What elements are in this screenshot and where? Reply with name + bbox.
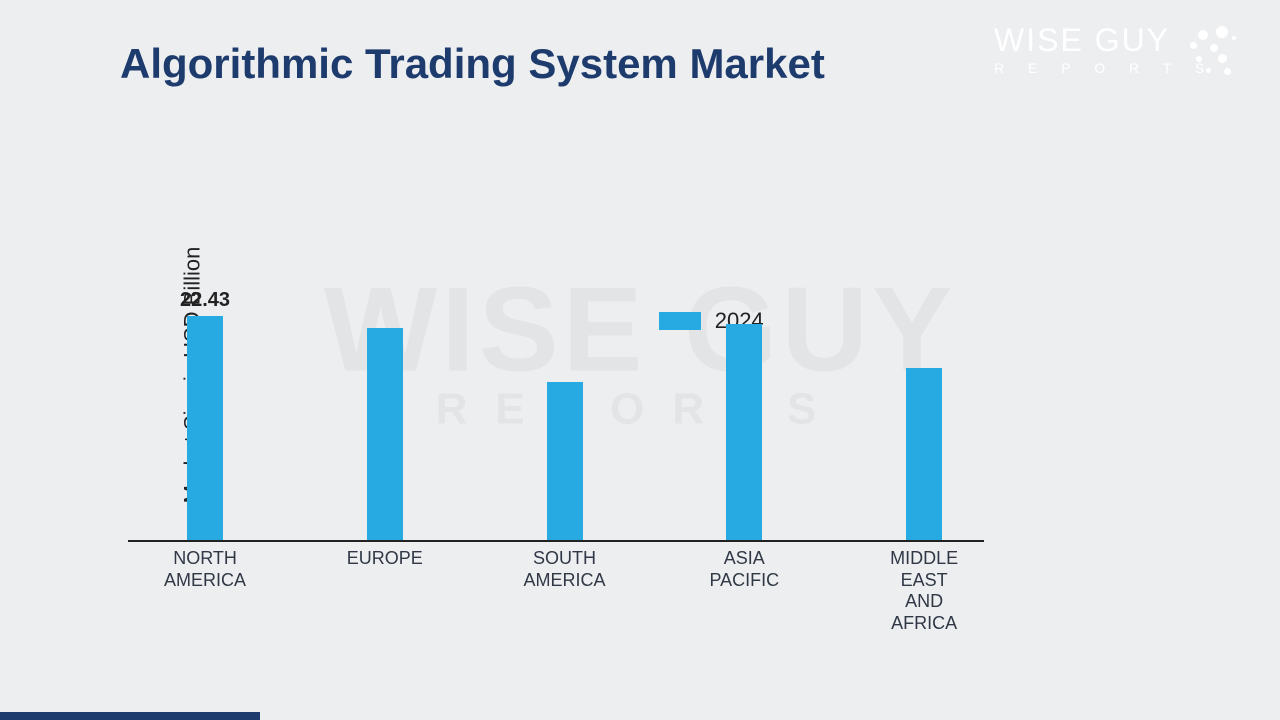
bar-chart: Market Size in USD Billion 2024 22.43NOR… [84, 140, 984, 610]
bar-rect [906, 368, 942, 540]
bar-rect [726, 324, 762, 540]
legend-swatch [659, 312, 701, 330]
plot-area: 2024 22.43NORTH AMERICAEUROPESOUTH AMERI… [128, 140, 984, 542]
category-label: ASIA PACIFIC [709, 548, 779, 591]
category-label: EUROPE [347, 548, 423, 570]
chart-title: Algorithmic Trading System Market [120, 40, 825, 88]
bar-rect [367, 328, 403, 540]
bottom-accent-bar [0, 712, 260, 720]
bar-value-label: 22.43 [180, 289, 230, 312]
bar-rect [547, 382, 583, 540]
brain-head-icon [1188, 24, 1252, 84]
category-label: MIDDLE EAST AND AFRICA [890, 548, 958, 634]
category-label: NORTH AMERICA [164, 548, 246, 591]
category-label: SOUTH AMERICA [524, 548, 606, 591]
stage: WISE GUY REPORTS Algorithmic Trading Sys… [0, 0, 1280, 720]
bar-rect: 22.43 [187, 316, 223, 540]
brand-logo: WISE GUY R E P O R T S [994, 24, 1244, 76]
